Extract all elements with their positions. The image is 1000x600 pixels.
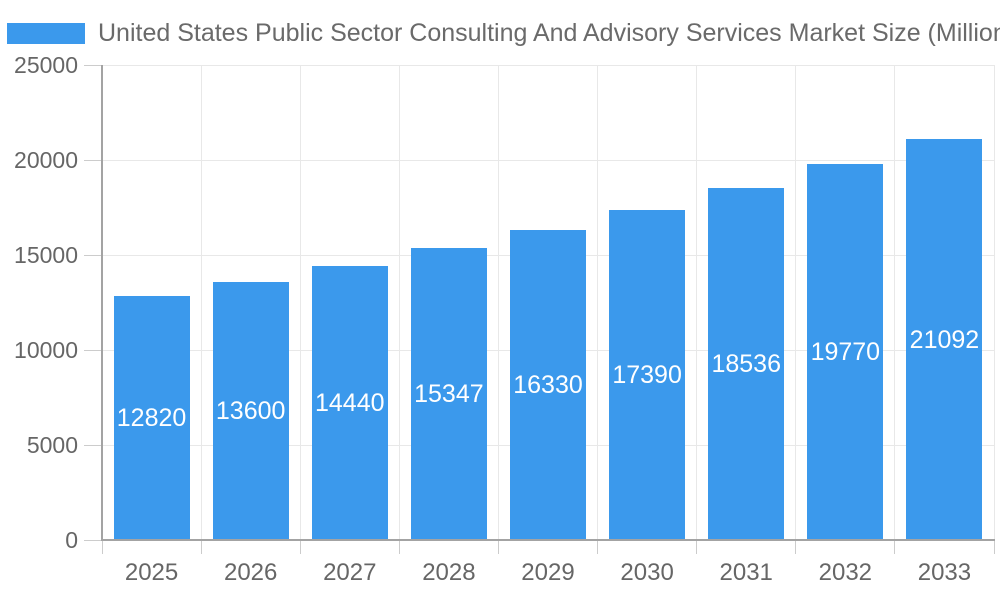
y-axis-label: 25000 — [14, 52, 78, 78]
vertical-gridline — [993, 65, 995, 540]
x-axis-label: 2033 — [917, 559, 972, 586]
horizontal-gridline — [102, 159, 994, 161]
x-axis-tick — [993, 540, 995, 554]
y-axis-tick — [84, 254, 102, 256]
bar-2033: 21092 — [906, 139, 983, 540]
bar-2029: 16330 — [510, 229, 586, 540]
y-axis-tick — [84, 539, 102, 541]
x-axis-label: 2030 — [620, 559, 674, 586]
x-axis-label: 2026 — [223, 559, 278, 586]
bar-value-label: 16330 — [513, 370, 583, 399]
x-axis-tick — [299, 540, 301, 554]
y-axis-label: 20000 — [14, 147, 78, 173]
x-axis-tick — [795, 540, 797, 554]
bar-2032: 19770 — [807, 164, 884, 540]
vertical-gridline — [696, 65, 698, 540]
vertical-gridline — [497, 65, 499, 540]
y-axis-label: 10000 — [14, 337, 78, 363]
vertical-gridline — [299, 65, 301, 540]
y-axis-tick — [84, 349, 102, 351]
x-axis-tick — [497, 540, 499, 554]
bar-value-label: 12820 — [116, 404, 187, 433]
vertical-gridline — [597, 65, 599, 540]
y-axis-label: 0 — [65, 527, 78, 553]
chart-title: United States Public Sector Consulting A… — [98, 19, 1000, 47]
y-axis-label: 15000 — [14, 242, 78, 268]
vertical-gridline — [398, 65, 400, 540]
horizontal-gridline — [102, 64, 994, 66]
x-axis-tick — [398, 540, 400, 554]
y-axis-tick — [84, 159, 102, 161]
bar-value-label: 13600 — [215, 396, 286, 425]
bar-2030: 17390 — [609, 209, 686, 540]
x-axis-tick — [101, 540, 103, 554]
chart-legend[interactable]: United States Public Sector Consulting A… — [7, 20, 1000, 46]
y-axis-label: 5000 — [26, 432, 78, 458]
bar-2025: 12820 — [113, 296, 190, 540]
vertical-gridline — [795, 65, 797, 540]
x-axis-tick — [200, 540, 202, 554]
y-axis-tick — [84, 444, 102, 446]
x-axis-label: 2032 — [818, 559, 873, 586]
bar-2026: 13600 — [212, 281, 289, 540]
bar-2031: 18536 — [708, 187, 785, 540]
x-axis-label: 2025 — [124, 559, 179, 586]
x-axis-label: 2027 — [323, 559, 377, 586]
bar-value-label: 15347 — [414, 380, 484, 409]
vertical-gridline — [894, 65, 896, 540]
x-axis-tick — [597, 540, 599, 554]
x-axis-label: 2028 — [422, 559, 476, 586]
x-axis-label: 2031 — [719, 559, 773, 586]
bar-value-label: 17390 — [612, 360, 682, 389]
bar-value-label: 19770 — [810, 338, 881, 367]
x-axis-label: 2029 — [521, 559, 575, 586]
x-axis-tick — [894, 540, 896, 554]
bar-value-label: 14440 — [315, 388, 385, 417]
vertical-gridline — [200, 65, 202, 540]
x-axis-line — [101, 539, 995, 541]
legend-swatch — [7, 22, 85, 44]
plot-area: 12820 13600 14440 15347 16330 17390 18536 19770… — [84, 64, 995, 554]
bar-2027: 14440 — [311, 265, 388, 540]
y-axis-tick — [84, 64, 102, 66]
x-axis-tick — [696, 540, 698, 554]
bar-value-label: 21092 — [909, 325, 980, 354]
y-axis-line — [101, 65, 103, 540]
bar-2028: 15347 — [410, 248, 487, 540]
bar-value-label: 18536 — [711, 349, 781, 378]
